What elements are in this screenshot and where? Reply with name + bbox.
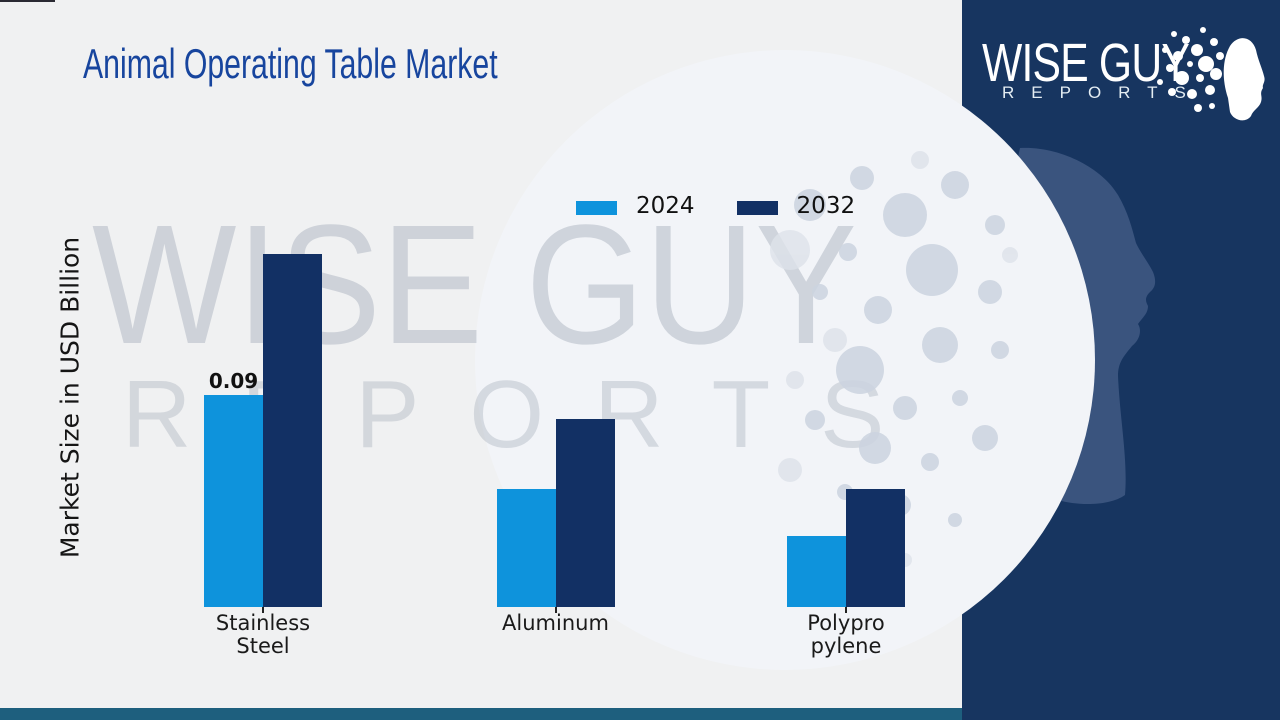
legend-label-2032: 2032 bbox=[796, 193, 856, 219]
x-tick-0 bbox=[262, 607, 264, 613]
bar-2032-polypropylene bbox=[846, 489, 905, 607]
x-tick-2 bbox=[845, 607, 847, 613]
watermark-line1: WISE GUY bbox=[92, 190, 858, 380]
top-left-sliver bbox=[0, 0, 55, 2]
x-tick-1 bbox=[554, 607, 557, 613]
page-title: Animal Operating Table Market bbox=[83, 40, 498, 87]
bar-2032-aluminum bbox=[555, 419, 615, 607]
legend-swatch-2032 bbox=[736, 200, 778, 215]
chart-legend: 2024 2032 bbox=[576, 193, 855, 219]
bar-2032-stainless-steel bbox=[263, 254, 322, 607]
legend-swatch-2024 bbox=[576, 200, 617, 215]
category-label-2: Polypro pylene bbox=[807, 611, 885, 658]
bar-2024-aluminum bbox=[496, 489, 556, 607]
bar-2024-stainless-steel bbox=[204, 395, 263, 607]
bar-2024-polypropylene bbox=[787, 536, 846, 607]
category-label-0: Stainless Steel bbox=[215, 611, 311, 658]
bar-value-label: 0.09 bbox=[208, 369, 259, 393]
logo-wordmark: WISE GUY bbox=[982, 33, 1190, 93]
category-label-1: Aluminum bbox=[502, 611, 609, 635]
legend-label-2024: 2024 bbox=[636, 193, 695, 219]
logo-subtitle: REPORTS bbox=[1002, 83, 1203, 102]
